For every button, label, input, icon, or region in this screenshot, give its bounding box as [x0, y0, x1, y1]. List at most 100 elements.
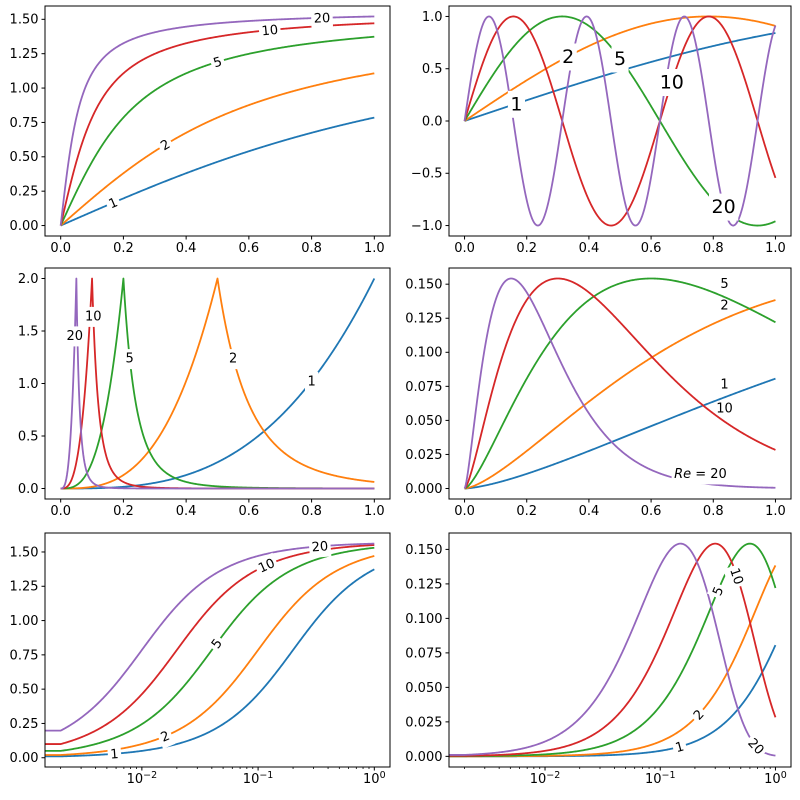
x-axis-ticks: 0.0 0.2 0.4 0.6 0.8 1.0 — [454, 499, 786, 519]
curve-label: 5 — [720, 277, 728, 292]
y-tick-label: 0.50 — [10, 150, 39, 165]
curve-label: 20 — [67, 329, 84, 344]
y-tick-label: −0.5 — [411, 167, 443, 182]
curve-label-group: 20 — [310, 8, 334, 30]
x-tick-label: 100 — [764, 770, 787, 787]
y-tick-label: 1.0 — [18, 377, 39, 392]
x-tick-label: 0.0 — [454, 504, 475, 519]
curve-label-group: 2 — [559, 43, 577, 71]
curve-a1 — [464, 377, 776, 490]
curve-label-group: 20 — [740, 732, 771, 762]
x-tick-label: 0.6 — [641, 241, 662, 256]
x-tick-label: 0.8 — [703, 504, 724, 519]
curve-label-group: 5 — [720, 277, 728, 292]
x-tick-label: 0.8 — [703, 241, 724, 256]
curve-label-group: 1 — [720, 377, 728, 392]
curve-a5 — [464, 277, 776, 490]
label-bbox — [107, 744, 122, 766]
axes-spines — [448, 532, 792, 768]
axes-spines — [44, 5, 391, 237]
x-tick-label: 100 — [363, 770, 386, 787]
curve-label: 1 — [510, 93, 522, 115]
y-tick-label: 1.50 — [10, 545, 39, 560]
curve-label-group: 5 — [123, 349, 137, 370]
label-bbox — [559, 43, 577, 71]
y-tick-label: 1.50 — [10, 13, 39, 28]
y-axis-ticks: 0.00 0.25 0.50 0.75 1.00 1.25 1.50 — [10, 13, 45, 234]
curve-label-group: 2 — [720, 299, 728, 314]
x-tick-label: 0.4 — [176, 241, 197, 256]
y-tick-label: 0.00 — [10, 219, 39, 234]
curve-label: 10 — [256, 556, 277, 576]
curve-label: 10 — [261, 23, 279, 40]
y-tick-label: 0.5 — [18, 429, 39, 444]
y-tick-label: 0.050 — [405, 414, 442, 429]
axes-spines — [44, 532, 391, 768]
label-bbox — [155, 725, 176, 749]
y-tick-label: 1.0 — [422, 10, 443, 25]
y-tick-label: 1.25 — [10, 47, 39, 62]
subplot-top-right: 1 2 5 10 20 0.0 0.2 0.4 0.6 0.8 1.0 −1.0 −0.5 0.0 0.5 1… — [411, 5, 792, 256]
y-axis-ticks: 0.0 0.5 1.0 1.5 2.0 — [18, 272, 45, 497]
curve-label: 2 — [229, 352, 237, 367]
y-tick-label: 0.150 — [405, 278, 442, 293]
label-bbox — [611, 45, 629, 73]
x-tick-label: 1.0 — [765, 504, 786, 519]
subplot-bottom-left: 1 2 5 10 20 10−2 10−1 100 0.00 0.25 0.50 0.75 1.00 1.… — [10, 532, 391, 787]
curve-label-group: 1 — [670, 736, 689, 760]
y-axis-ticks: −1.0 −0.5 0.0 0.5 1.0 — [411, 10, 449, 234]
label-bbox — [308, 536, 332, 559]
curve-a20 — [59, 15, 375, 226]
label-bbox — [154, 133, 177, 158]
curve-label-group: 10 — [258, 20, 282, 43]
label-bbox — [706, 581, 731, 602]
curve-a1 — [60, 116, 375, 227]
y-tick-label: 0.025 — [405, 715, 442, 730]
curve-label: 1 — [674, 739, 686, 756]
curve-label: 2 — [562, 46, 574, 68]
y-tick-label: 0.125 — [405, 577, 442, 592]
label-bbox — [82, 306, 104, 327]
label-bbox — [208, 51, 228, 75]
x-tick-label: 0.0 — [454, 241, 475, 256]
curve-a20 — [463, 277, 776, 489]
x-tick-label: 1.0 — [765, 241, 786, 256]
y-tick-label: 0.050 — [405, 681, 442, 696]
curve-a20 — [60, 277, 375, 490]
x-axis-ticks: 10−2 10−1 100 — [464, 767, 787, 787]
curve-a20 — [45, 542, 375, 732]
y-axis-ticks: 0.000 0.025 0.050 0.075 0.100 0.125 0.150 — [405, 543, 449, 765]
y-tick-label: 0.0 — [18, 482, 39, 497]
label-bbox — [687, 703, 712, 727]
curve-label: 2 — [720, 299, 728, 314]
y-tick-label: 2.0 — [18, 272, 39, 287]
curve-a2 — [60, 277, 375, 490]
curve-label-group: 5 — [611, 45, 629, 73]
y-tick-label: 1.25 — [10, 580, 39, 595]
x-axis-ticks: 0.0 0.2 0.4 0.6 0.8 1.0 — [454, 236, 786, 256]
curve-a5 — [60, 277, 375, 490]
curve-label-group: 20 — [709, 193, 739, 221]
curve-label-group: 2 — [154, 133, 177, 158]
y-tick-label: 0.100 — [405, 346, 442, 361]
y-tick-label: 1.00 — [10, 614, 39, 629]
curve-label-group: 5 — [706, 581, 731, 602]
x-tick-label: 10−1 — [645, 770, 676, 787]
x-tick-label: 10−1 — [243, 770, 274, 787]
curve-label-group: 5 — [205, 632, 230, 656]
x-tick-label: 0.0 — [50, 241, 71, 256]
label-bbox — [740, 732, 771, 762]
curve-label-group: 10 — [252, 552, 281, 580]
curve-a10 — [60, 277, 375, 490]
curve-label-group: 1 — [103, 191, 124, 216]
x-tick-label: 0.4 — [176, 504, 197, 519]
curve-label: 10 — [716, 401, 733, 416]
curve-a10 — [463, 277, 776, 490]
curve-label-group: 1 — [507, 90, 525, 118]
curve-label-group: 2 — [226, 349, 240, 370]
y-tick-label: 1.5 — [18, 324, 39, 339]
